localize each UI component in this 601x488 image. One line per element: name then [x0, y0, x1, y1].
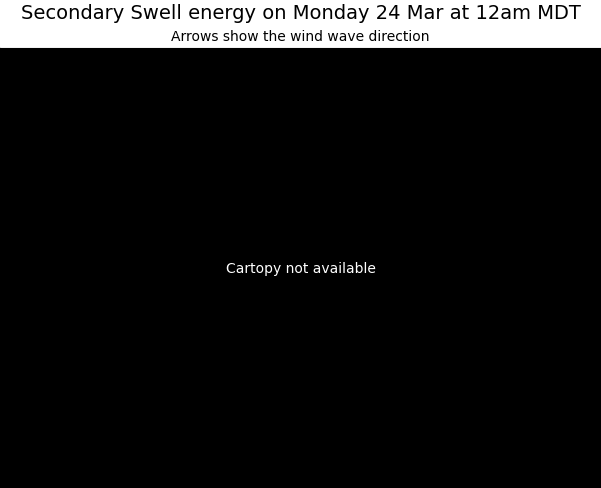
Text: Arrows show the wind wave direction: Arrows show the wind wave direction: [171, 30, 430, 43]
Text: Secondary Swell energy on Monday 24 Mar at 12am MDT: Secondary Swell energy on Monday 24 Mar …: [20, 4, 581, 23]
Text: Cartopy not available: Cartopy not available: [225, 262, 376, 275]
